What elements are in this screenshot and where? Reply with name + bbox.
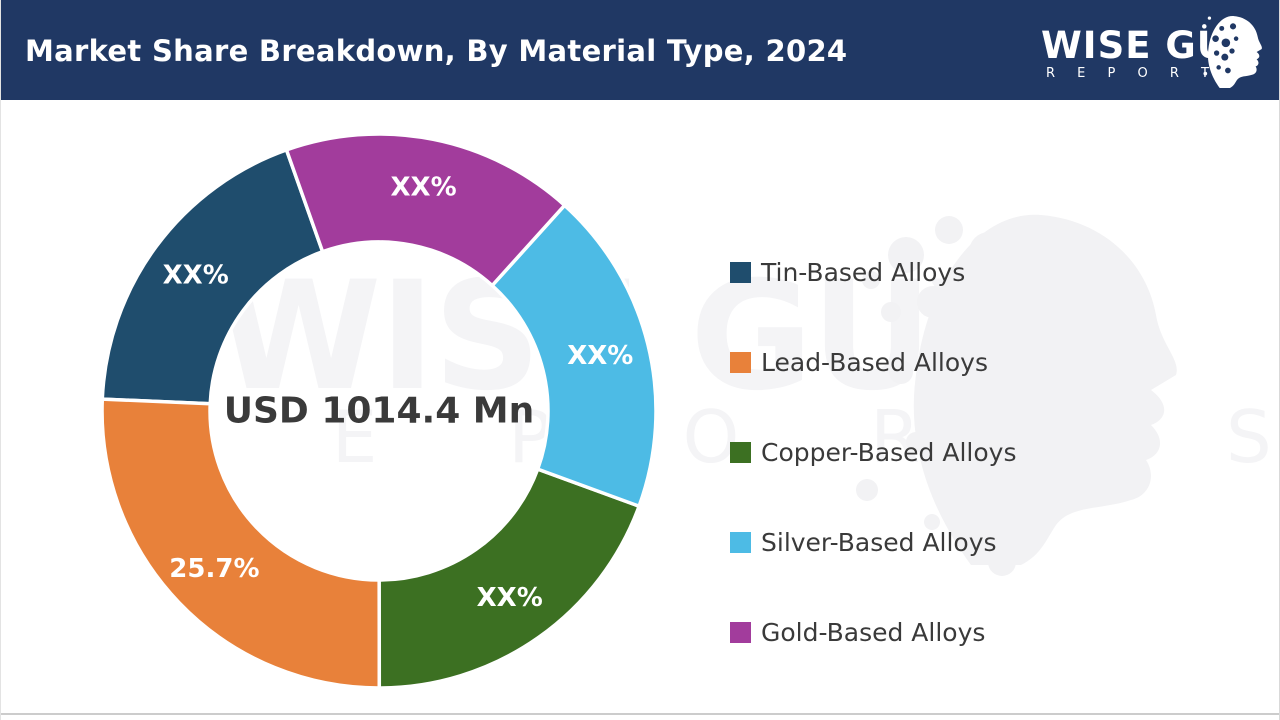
legend-item-copper-based-alloys: Copper-Based Alloys: [730, 437, 1017, 467]
legend-label-tin-based-alloys: Tin-Based Alloys: [761, 257, 966, 287]
legend-swatch-copper-based-alloys: [730, 441, 751, 463]
legend-swatch-silver-based-alloys: [730, 531, 751, 553]
legend-swatch-gold-based-alloys: [730, 621, 751, 643]
legend-label-gold-based-alloys: Gold-Based Alloys: [761, 617, 986, 647]
wise-guy-logo: WISE GUY R E P O R T S: [1013, 6, 1263, 94]
slice-tin-based-alloys: [100, 148, 325, 406]
bottom-divider: [1, 713, 1279, 715]
header-bar: Market Share Breakdown, By Material Type…: [1, 0, 1279, 100]
legend-item-gold-based-alloys: Gold-Based Alloys: [730, 617, 986, 647]
legend: Tin-Based Alloys Lead-Based Alloys Copper-…: [730, 100, 1150, 714]
page-title: Market Share Breakdown, By Material Type…: [25, 34, 848, 68]
chart-area: WISE GUY R E P O R T S: [1, 100, 1279, 714]
center-value-label: USD 1014.4 Mn: [224, 391, 534, 432]
legend-swatch-lead-based-alloys: [730, 351, 751, 373]
legend-swatch-tin-based-alloys: [730, 261, 751, 283]
legend-item-tin-based-alloys: Tin-Based Alloys: [730, 257, 966, 287]
slice-label-silver-based-alloys: XX%: [567, 341, 633, 371]
legend-label-copper-based-alloys: Copper-Based Alloys: [761, 437, 1017, 467]
legend-item-silver-based-alloys: Silver-Based Alloys: [730, 527, 997, 557]
legend-label-silver-based-alloys: Silver-Based Alloys: [761, 527, 997, 557]
dotted-head-profile-icon: [1201, 16, 1262, 88]
donut-chart: XX% 25.7% XX% XX% XX% USD 1014.4 Mn: [89, 117, 669, 697]
slice-label-tin-based-alloys: XX%: [163, 260, 229, 290]
watermark-head-profile-icon: [856, 214, 1177, 576]
slice-label-lead-based-alloys: 25.7%: [169, 554, 259, 584]
slice-label-copper-based-alloys: XX%: [477, 583, 543, 613]
slice-label-gold-based-alloys: XX%: [391, 172, 457, 202]
slice-gold-based-alloys: [284, 132, 567, 288]
legend-item-lead-based-alloys: Lead-Based Alloys: [730, 347, 988, 377]
legend-label-lead-based-alloys: Lead-Based Alloys: [761, 347, 988, 377]
logo-text-line2: R E P O R T S: [1046, 66, 1249, 81]
slice-silver-based-alloys: [490, 203, 658, 508]
slice-copper-based-alloys: [377, 467, 641, 690]
slice-lead-based-alloys: [100, 397, 382, 690]
